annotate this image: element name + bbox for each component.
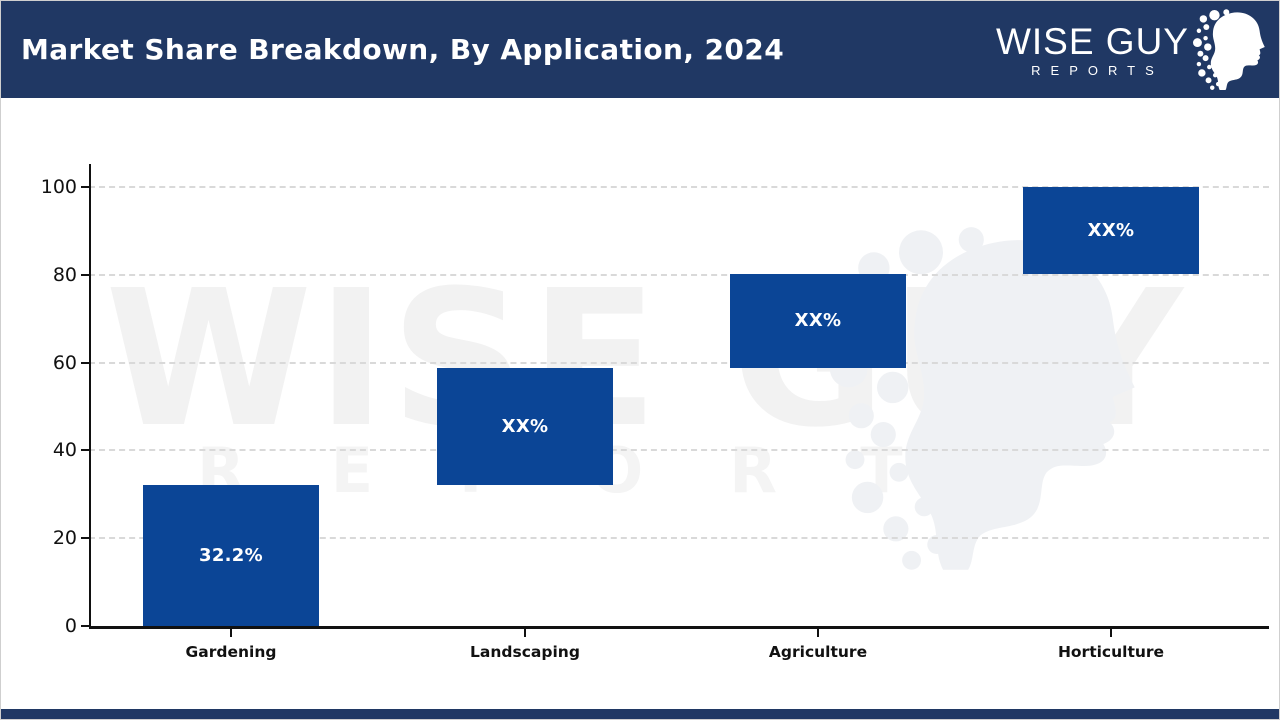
x-tick-mark — [230, 629, 232, 637]
y-tick-mark — [81, 625, 89, 627]
bar-segment-landscaping: XX% — [437, 367, 613, 485]
bar-segment-agriculture: XX% — [730, 273, 906, 368]
y-axis-spine — [89, 164, 91, 629]
bar-segment-gardening: 32.2% — [143, 484, 319, 626]
gridline-60 — [89, 361, 1269, 364]
x-tick-mark — [817, 629, 819, 637]
waterfall-chart: 0 20 40 60 80 100 32.2% Gardening XX% Landscaping… — [1, 98, 1279, 711]
logo-wordmark-sub: REPORTS — [1031, 62, 1164, 78]
gridline-40 — [89, 449, 1269, 452]
header-banner: Market Share Breakdown, By Application, … — [1, 1, 1279, 98]
bar-segment-horticulture: XX% — [1023, 187, 1199, 274]
bar-value-label: XX% — [794, 310, 842, 332]
x-axis-spine — [89, 626, 1269, 629]
x-category-label: Landscaping — [470, 643, 580, 661]
gridline-80 — [89, 273, 1269, 276]
bar-value-label: 32.2% — [199, 544, 263, 566]
wise-guy-logo: WISE GUY REPORTS — [996, 8, 1267, 92]
bar-value-label: XX% — [501, 415, 549, 437]
logo-head-icon — [1193, 8, 1265, 90]
y-tick-mark — [81, 273, 89, 276]
y-tick-mark — [81, 537, 89, 540]
x-tick-mark — [1110, 629, 1112, 637]
chart-canvas: WISE GUY REPORTS 0 20 40 60 80 100 32.2% Garden… — [1, 98, 1279, 711]
x-category-label: Horticulture — [1057, 643, 1165, 661]
logo-wordmark-main: WISE GUY — [995, 20, 1189, 62]
gridline-20 — [89, 537, 1269, 540]
y-tick-label: 20 — [52, 527, 77, 550]
page-title: Market Share Breakdown, By Application, … — [21, 33, 785, 66]
bar-value-label: XX% — [1087, 219, 1135, 241]
gridline-100 — [89, 186, 1269, 188]
logo-wordmark: WISE GUY REPORTS — [996, 23, 1189, 77]
footer-bar — [1, 709, 1279, 719]
x-category-label: Agriculture — [768, 643, 868, 661]
y-tick-label: 0 — [64, 615, 77, 637]
y-tick-label: 60 — [52, 351, 77, 374]
y-tick-label: 40 — [52, 439, 77, 462]
y-tick-mark — [81, 449, 89, 452]
x-category-label: Gardening — [185, 643, 277, 661]
y-tick-label: 100 — [40, 176, 77, 198]
y-tick-label: 80 — [52, 263, 77, 286]
y-tick-mark — [81, 186, 89, 188]
y-tick-mark — [81, 361, 89, 364]
x-tick-mark — [524, 629, 526, 637]
